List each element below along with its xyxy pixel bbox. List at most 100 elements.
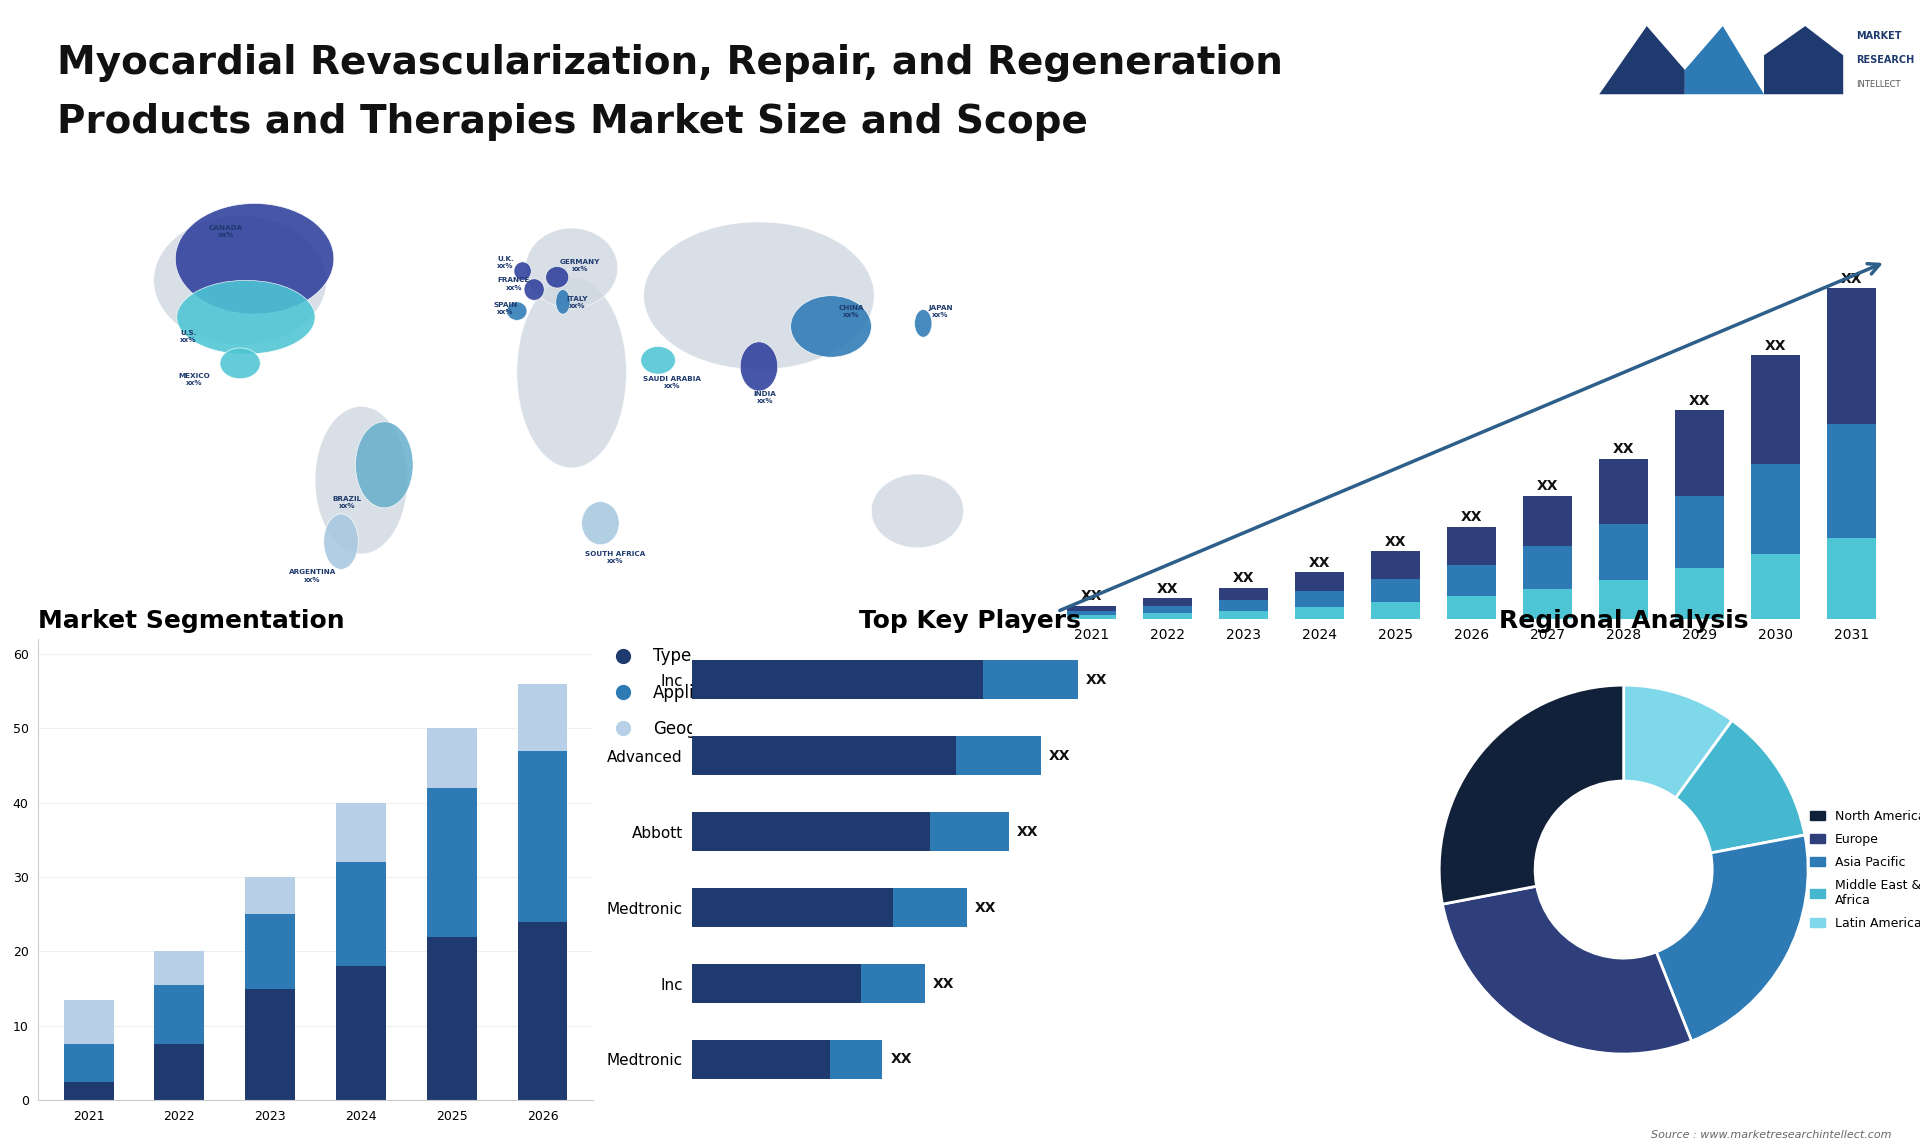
Bar [1751,355,1801,464]
Bar [693,888,893,927]
Bar [693,1039,829,1080]
Text: SOUTH AFRICA
xx%: SOUTH AFRICA xx% [586,551,645,564]
Ellipse shape [526,228,618,308]
Ellipse shape [516,277,626,468]
Text: INDIA
xx%: INDIA xx% [753,391,776,405]
Bar [246,877,296,915]
Text: CHINA
xx%: CHINA xx% [839,305,864,319]
Bar [246,915,296,989]
Bar [1068,611,1116,615]
Text: U.S.
xx%: U.S. xx% [180,330,196,343]
Ellipse shape [175,204,334,314]
Polygon shape [1686,26,1764,94]
Ellipse shape [221,348,261,378]
Bar [63,999,113,1044]
Bar [693,736,956,776]
Bar [1294,607,1344,619]
Bar [1142,606,1192,613]
Legend: Type, Application, Geography: Type, Application, Geography [607,647,745,738]
Bar [693,660,983,699]
Bar [426,936,476,1100]
Text: INTELLECT: INTELLECT [1857,80,1901,89]
Bar [426,787,476,936]
Title: Top Key Players: Top Key Players [858,609,1081,633]
Bar [1446,565,1496,596]
Ellipse shape [791,296,872,358]
Bar [1826,537,1876,619]
Bar [518,921,568,1100]
Bar [893,888,968,927]
Text: XX: XX [1690,394,1711,408]
Text: XX: XX [1048,748,1069,762]
Ellipse shape [154,215,326,345]
Text: ITALY
xx%: ITALY xx% [566,296,588,309]
Bar [1142,613,1192,619]
Bar [1371,551,1421,579]
Bar [1294,591,1344,607]
Text: XX: XX [1309,556,1331,570]
Bar [1294,572,1344,591]
Bar [693,964,862,1003]
Bar [693,811,929,851]
Ellipse shape [177,281,315,354]
Wedge shape [1676,721,1805,853]
Bar [1523,496,1572,547]
Ellipse shape [515,262,532,281]
Text: MARKET: MARKET [1857,31,1901,41]
Bar [1599,580,1647,619]
Text: XX: XX [1613,442,1634,456]
Bar [518,751,568,921]
Bar [336,802,386,862]
Bar [1523,547,1572,589]
Bar [154,1044,204,1100]
Text: XX: XX [1764,339,1786,353]
Text: ARGENTINA
xx%: ARGENTINA xx% [288,570,336,582]
Ellipse shape [643,222,874,369]
Title: Regional Analysis: Regional Analysis [1500,609,1749,633]
Wedge shape [1657,835,1809,1041]
Text: MEXICO
xx%: MEXICO xx% [179,372,209,386]
Text: Source : www.marketresearchintellect.com: Source : www.marketresearchintellect.com [1651,1130,1891,1140]
Bar [246,989,296,1100]
Bar [1371,603,1421,619]
Text: XX: XX [1081,589,1102,604]
Bar [1219,588,1267,601]
Text: XX: XX [1018,825,1039,839]
Bar [63,1044,113,1082]
Bar [1446,527,1496,565]
Bar [154,984,204,1044]
Bar [1751,555,1801,619]
Ellipse shape [872,474,964,548]
Text: RESEARCH: RESEARCH [1857,55,1914,65]
Bar [1751,464,1801,555]
Text: XX: XX [1156,582,1179,596]
Text: FRANCE
xx%: FRANCE xx% [497,277,530,290]
Ellipse shape [555,290,570,314]
Text: Myocardial Revascularization, Repair, and Regeneration: Myocardial Revascularization, Repair, an… [58,44,1283,81]
Text: Products and Therapies Market Size and Scope: Products and Therapies Market Size and S… [58,103,1089,141]
Bar [63,1082,113,1100]
Bar [1674,410,1724,496]
Bar [983,660,1077,699]
Ellipse shape [641,346,676,374]
Ellipse shape [507,301,526,320]
Bar [862,964,925,1003]
Polygon shape [1599,26,1686,94]
Text: XX: XX [1461,510,1482,524]
Text: SAUDI ARABIA
xx%: SAUDI ARABIA xx% [643,376,701,388]
Text: XX: XX [933,976,954,990]
Ellipse shape [315,407,407,554]
Bar [1674,568,1724,619]
Bar [956,736,1041,776]
Bar [336,966,386,1100]
Text: GERMANY
xx%: GERMANY xx% [561,259,601,272]
Bar [518,684,568,751]
Wedge shape [1624,685,1732,798]
Text: CANADA
xx%: CANADA xx% [209,225,242,238]
Ellipse shape [582,502,618,544]
Ellipse shape [914,309,931,337]
Text: Market Segmentation: Market Segmentation [38,609,346,633]
Text: XX: XX [891,1052,912,1067]
Text: JAPAN
xx%: JAPAN xx% [927,305,952,319]
Bar [1142,598,1192,606]
